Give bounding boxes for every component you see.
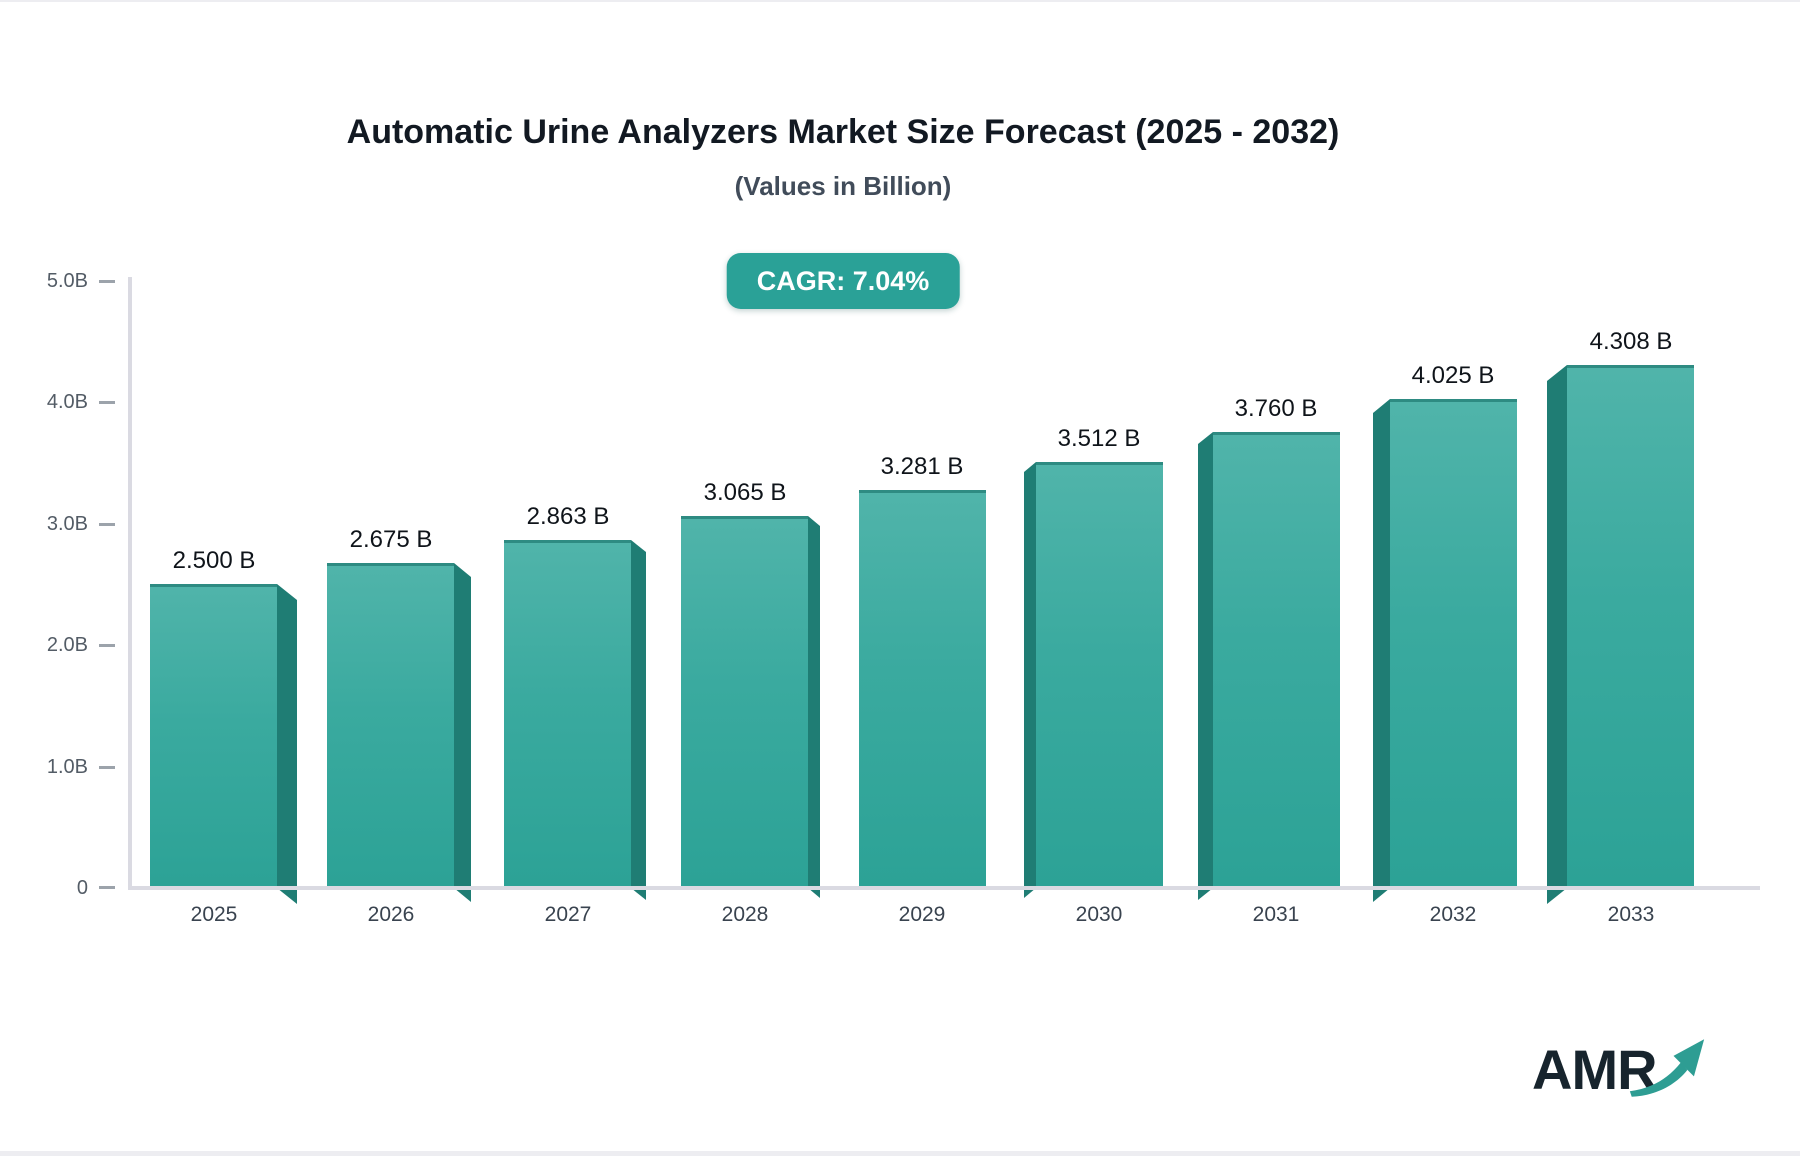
bar-side-facet bbox=[1547, 365, 1567, 904]
y-tick-label: 2.0B bbox=[46, 634, 88, 656]
cagr-badge: CAGR: 7.04% bbox=[726, 253, 960, 309]
x-tick-label: 2032 bbox=[1429, 903, 1477, 926]
x-tick-label: 2027 bbox=[544, 903, 592, 926]
y-tick-dash bbox=[99, 766, 115, 769]
bar-side-facet bbox=[1373, 399, 1390, 902]
bar-side-facet bbox=[454, 563, 471, 902]
y-tick-label: 5.0B bbox=[46, 270, 88, 292]
amr-logo: AMR bbox=[1532, 1038, 1732, 1104]
x-tick-label: 2025 bbox=[190, 903, 238, 926]
bar-2029 bbox=[859, 490, 986, 888]
bar-2027 bbox=[504, 540, 631, 888]
bar-2031 bbox=[1213, 432, 1340, 888]
x-tick-label: 2030 bbox=[1075, 903, 1123, 926]
y-tick-dash bbox=[99, 886, 115, 889]
bar-2028 bbox=[681, 516, 808, 888]
x-tick-label: 2028 bbox=[721, 903, 769, 926]
bar-side-facet bbox=[1024, 462, 1036, 898]
y-tick-dash bbox=[99, 523, 115, 526]
bar-side-facet bbox=[631, 540, 646, 900]
bar-value-label: 3.760 B bbox=[1234, 395, 1318, 422]
bar-value-label: 3.281 B bbox=[880, 453, 964, 480]
bar-value-label: 3.512 B bbox=[1057, 425, 1141, 452]
bar-value-label: 2.675 B bbox=[349, 526, 433, 553]
y-axis-line bbox=[128, 277, 132, 890]
y-tick-label: 1.0B bbox=[46, 756, 88, 778]
bottom-edge-divider bbox=[0, 1151, 1800, 1156]
bar-value-label: 3.065 B bbox=[703, 479, 787, 506]
y-tick-dash bbox=[99, 644, 115, 647]
bar-2032 bbox=[1390, 399, 1517, 888]
bar-value-label: 4.308 B bbox=[1589, 328, 1673, 355]
y-tick-dash bbox=[99, 401, 115, 404]
y-tick-label: 4.0B bbox=[46, 391, 88, 413]
x-tick-label: 2031 bbox=[1252, 903, 1300, 926]
bar-2030 bbox=[1036, 462, 1163, 888]
bar-2033 bbox=[1567, 365, 1694, 888]
x-axis-baseline bbox=[128, 886, 1760, 890]
y-tick-label: 0 bbox=[76, 877, 88, 899]
x-tick-label: 2029 bbox=[898, 903, 946, 926]
chart-subtitle: (Values in Billion) bbox=[734, 171, 952, 201]
bar-value-label: 2.863 B bbox=[526, 503, 610, 530]
bar-2026 bbox=[327, 563, 454, 888]
chart-title: Automatic Urine Analyzers Market Size Fo… bbox=[346, 113, 1340, 151]
y-tick-dash bbox=[99, 280, 115, 283]
x-tick-label: 2026 bbox=[367, 903, 415, 926]
bar-side-facet bbox=[1198, 432, 1213, 900]
bar-value-label: 4.025 B bbox=[1411, 362, 1495, 389]
bar-value-label: 2.500 B bbox=[172, 547, 256, 574]
bar-side-facet bbox=[808, 516, 820, 898]
bar-2025 bbox=[150, 584, 277, 888]
bar-side-facet bbox=[277, 584, 297, 904]
x-tick-label: 2033 bbox=[1607, 903, 1655, 926]
y-tick-label: 3.0B bbox=[46, 513, 88, 535]
top-edge-divider bbox=[0, 0, 1800, 2]
growth-arrow-icon bbox=[1629, 1039, 1705, 1097]
